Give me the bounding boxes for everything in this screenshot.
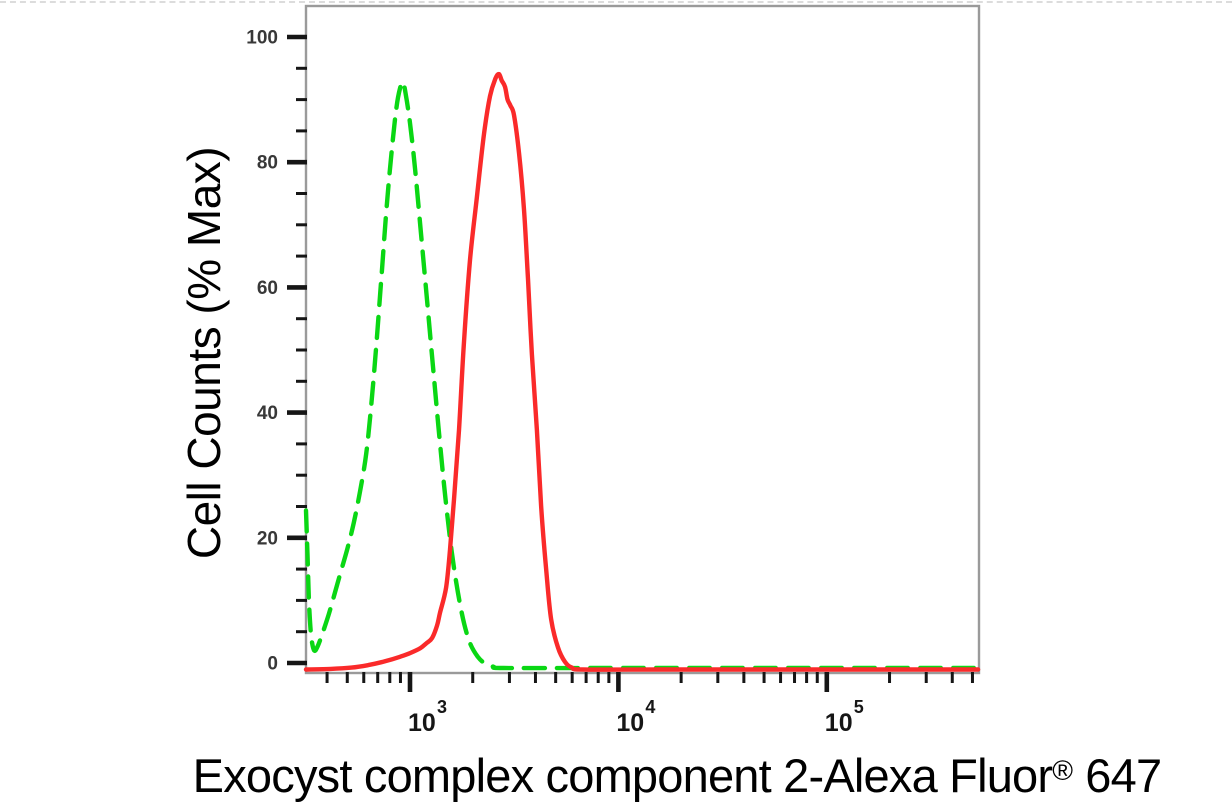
x-tick-label-exponent: 4: [645, 697, 655, 717]
top-edge-dashed-line: [0, 1, 1232, 3]
y-axis-title: Cell Counts (% Max): [178, 146, 230, 560]
y-tick-label: 20: [257, 528, 278, 549]
x-axis-title-text: Exocyst complex component 2-Alexa Fluor: [192, 749, 1053, 802]
y-tick-label: 0: [267, 654, 278, 675]
x-axis-title-suffix: 647: [1073, 749, 1162, 802]
red-solid-histogram-curve: [303, 71, 981, 672]
x-axis-title: Exocyst complex component 2-Alexa Fluor®…: [122, 748, 1232, 803]
y-tick-label: 80: [257, 153, 278, 174]
y-tick-label: 60: [257, 278, 278, 299]
registered-trademark-icon: ®: [1052, 754, 1074, 787]
x-tick-label-base: 10: [825, 709, 853, 737]
plot-frame: [304, 4, 981, 675]
green-dashed-histogram-curve: [303, 79, 981, 671]
y-tick-label: 40: [257, 403, 278, 424]
x-tick-label-base: 10: [408, 709, 436, 737]
y-tick-label: 100: [246, 28, 278, 49]
x-tick-label-base: 10: [616, 709, 644, 737]
x-tick-label-exponent: 3: [437, 697, 447, 717]
x-tick-label-exponent: 5: [854, 697, 864, 717]
